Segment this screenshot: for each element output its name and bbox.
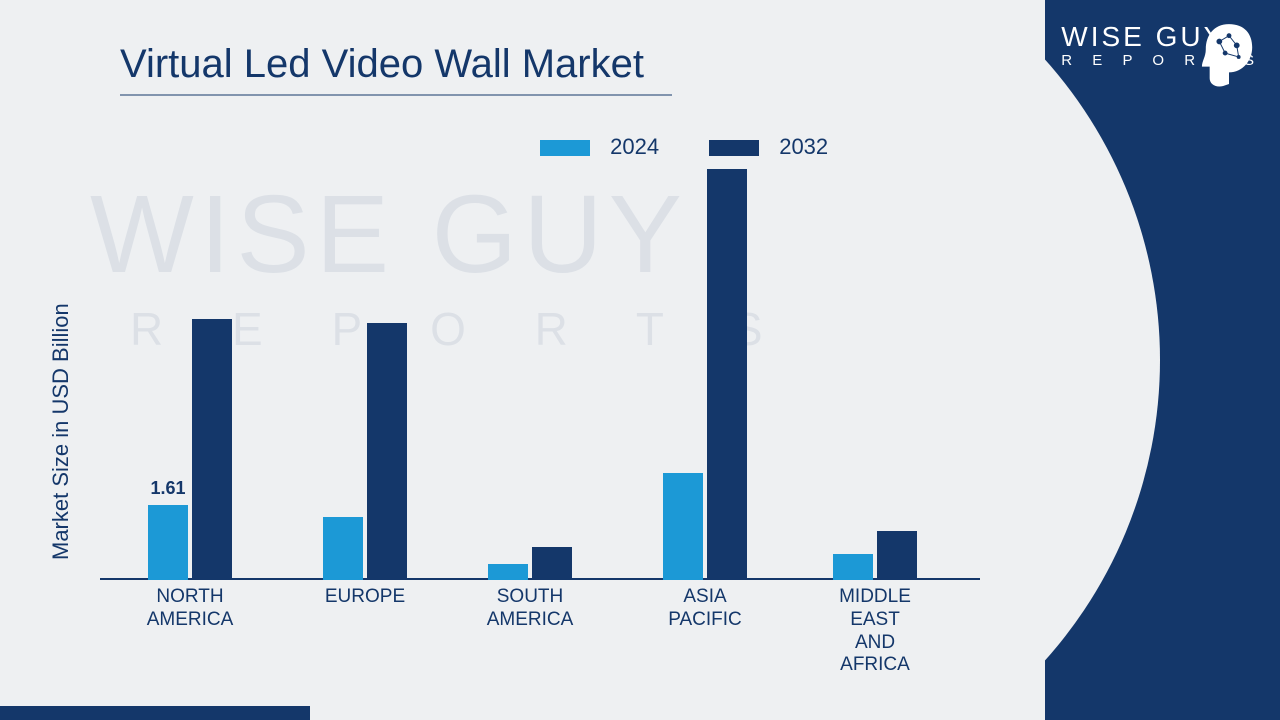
legend-label-2024: 2024	[610, 134, 659, 159]
category-label: SOUTHAMERICA	[455, 586, 605, 632]
category-label: ASIAPACIFIC	[630, 586, 780, 632]
title-underline	[120, 94, 672, 96]
legend: 2024 2032	[540, 134, 828, 160]
bar-2032	[877, 531, 917, 580]
legend-item-2032: 2032	[709, 134, 828, 160]
chart-title: Virtual Led Video Wall Market	[120, 42, 644, 87]
bar-2024	[323, 517, 363, 580]
legend-swatch-2032	[709, 140, 759, 156]
bar-2032	[707, 169, 747, 580]
legend-item-2024: 2024	[540, 134, 659, 160]
category-label: EUROPE	[290, 586, 440, 609]
bar-2032	[192, 319, 232, 580]
legend-label-2032: 2032	[779, 134, 828, 159]
category-label: MIDDLEEASTANDAFRICA	[800, 586, 950, 677]
bar-2032	[532, 547, 572, 580]
bar-2024	[148, 505, 188, 580]
y-axis-label: Market Size in USD Billion	[48, 303, 74, 560]
bar-2032	[367, 323, 407, 580]
category-label: NORTHAMERICA	[115, 586, 265, 632]
value-label: 1.61	[143, 478, 193, 499]
legend-swatch-2024	[540, 140, 590, 156]
bottom-accent-bar	[0, 706, 310, 720]
plot-area: 1.61	[100, 160, 980, 580]
chart-canvas: WISE GUY R E P O R T S Virtual Led Video…	[0, 0, 1280, 720]
bar-2024	[663, 473, 703, 580]
bar-2024	[833, 554, 873, 580]
brand-head-icon	[1200, 22, 1258, 90]
bar-2024	[488, 564, 528, 580]
